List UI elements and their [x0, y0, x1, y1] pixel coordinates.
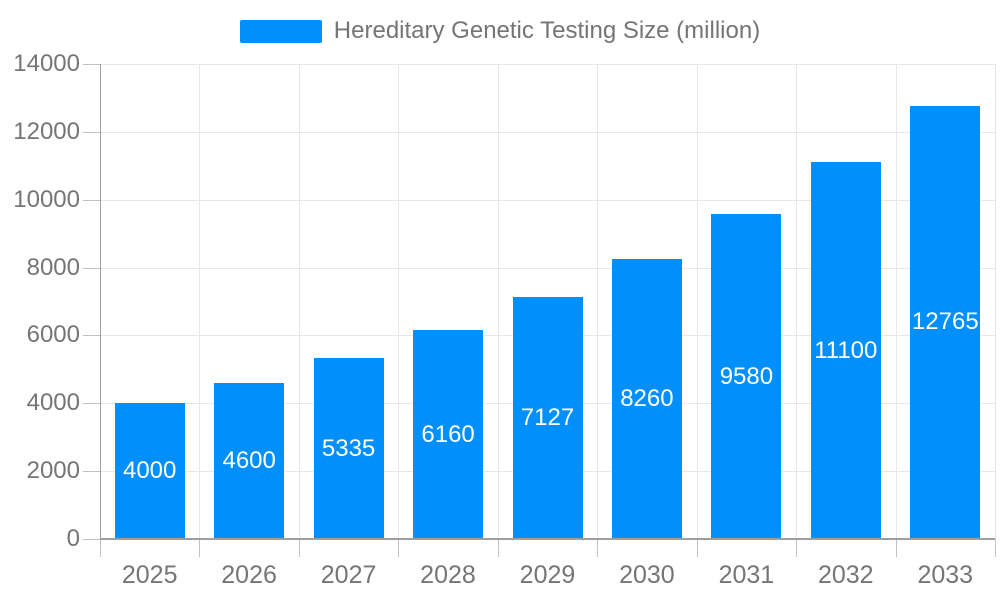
gridline-vertical	[298, 64, 300, 539]
x-axis-tick	[796, 539, 798, 557]
x-axis-tick-label: 2029	[519, 561, 576, 589]
bar-value-label: 4000	[122, 457, 177, 485]
x-axis-tick-label: 2027	[320, 561, 377, 589]
y-axis-tick-label: 6000	[26, 321, 80, 349]
bar[interactable]: 7127	[512, 297, 583, 539]
bar[interactable]: 4600	[214, 382, 285, 539]
x-axis-tick	[298, 539, 300, 557]
x-axis-tick	[100, 539, 101, 557]
y-axis-tick-label: 2000	[26, 457, 80, 485]
bar-value-label: 11100	[814, 336, 878, 364]
bar[interactable]: 9580	[711, 214, 782, 539]
bar-value-label: 5335	[321, 434, 376, 462]
x-axis-tick	[199, 539, 201, 557]
y-axis-tick-label: 0	[66, 525, 80, 552]
bar-value-label: 8260	[620, 384, 674, 412]
y-axis-tick	[83, 267, 100, 269]
y-axis-tick	[83, 64, 100, 65]
gridline-vertical	[199, 64, 201, 539]
gridline-vertical	[696, 64, 698, 539]
x-axis-tick-label: 2026	[221, 561, 277, 589]
x-axis-tick-label: 2033	[917, 561, 974, 589]
x-axis-tick	[995, 539, 996, 557]
gridline-vertical	[497, 64, 499, 539]
x-axis-tick	[398, 539, 400, 557]
bar-value-label: 7127	[520, 404, 575, 432]
x-axis-tick	[497, 539, 499, 557]
x-axis-tick-label: 2028	[420, 561, 476, 589]
y-axis-tick-label: 12000	[13, 117, 80, 145]
bar-value-label: 4600	[222, 446, 276, 474]
gridline-horizontal	[100, 64, 995, 65]
y-axis-tick	[83, 131, 100, 133]
gridline-horizontal	[100, 199, 995, 201]
bar-value-label: 6160	[421, 420, 475, 448]
chart-legend[interactable]: Hereditary Genetic Testing Size (million…	[0, 17, 1000, 45]
y-axis-tick	[83, 471, 100, 473]
y-axis-tick-label: 8000	[26, 253, 80, 281]
y-axis-tick	[83, 403, 100, 405]
gridline-vertical	[995, 64, 996, 539]
y-axis-tick	[83, 539, 100, 540]
y-axis-tick-label: 10000	[13, 185, 80, 213]
x-axis-tick-label: 2031	[718, 561, 775, 589]
bar[interactable]: 4000	[114, 403, 185, 539]
legend-label: Hereditary Genetic Testing Size (million…	[333, 17, 761, 44]
bar[interactable]: 5335	[313, 358, 384, 539]
x-axis-tick-label: 2030	[619, 561, 675, 589]
x-axis-line	[100, 538, 995, 540]
bar[interactable]: 11100	[810, 162, 881, 539]
y-axis-tick-label: 14000	[13, 50, 80, 77]
x-axis-tick	[597, 539, 599, 557]
gridline-vertical	[895, 64, 897, 539]
gridline-vertical	[398, 64, 400, 539]
y-axis-tick	[83, 199, 100, 201]
bar[interactable]: 8260	[611, 258, 682, 540]
x-axis-tick	[696, 539, 698, 557]
x-axis-tick-label: 2025	[121, 561, 178, 589]
y-axis-line	[99, 64, 101, 539]
y-axis-tick	[83, 335, 100, 337]
gridline-horizontal	[100, 267, 995, 269]
gridline-vertical	[796, 64, 798, 539]
bar-value-label: 9580	[719, 362, 774, 390]
legend-swatch-icon	[239, 19, 322, 43]
y-axis-tick-label: 4000	[26, 389, 80, 417]
bar[interactable]: 12765	[910, 105, 981, 539]
x-axis-tick-label: 2032	[817, 561, 874, 589]
x-axis-tick	[895, 539, 897, 557]
bar[interactable]: 6160	[413, 330, 484, 539]
bar-value-label: 12765	[911, 308, 979, 336]
gridline-horizontal	[100, 131, 995, 133]
gridline-vertical	[597, 64, 599, 539]
